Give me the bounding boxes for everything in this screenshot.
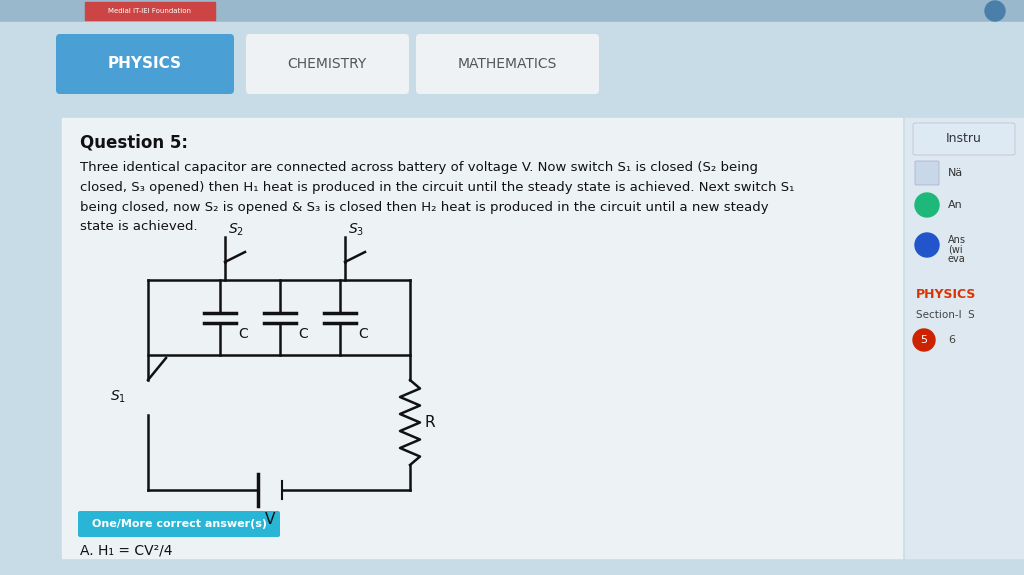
FancyBboxPatch shape xyxy=(246,34,409,94)
FancyBboxPatch shape xyxy=(913,123,1015,155)
Text: Instru: Instru xyxy=(946,132,982,145)
Text: Three identical capacitor are connected across battery of voltage V. Now switch : Three identical capacitor are connected … xyxy=(80,160,758,174)
Text: An: An xyxy=(948,200,963,210)
FancyBboxPatch shape xyxy=(56,34,234,94)
Text: CHEMISTRY: CHEMISTRY xyxy=(288,57,367,71)
Text: Ans: Ans xyxy=(948,235,966,245)
Bar xyxy=(62,118,902,558)
Text: closed, S₃ opened) then H₁ heat is produced in the circuit until the steady stat: closed, S₃ opened) then H₁ heat is produ… xyxy=(80,181,795,194)
Text: Nä: Nä xyxy=(948,168,964,178)
Text: PHYSICS: PHYSICS xyxy=(916,289,976,301)
Text: R: R xyxy=(425,415,435,430)
Text: C: C xyxy=(358,327,368,340)
Text: One/More correct answer(s): One/More correct answer(s) xyxy=(91,519,266,529)
FancyBboxPatch shape xyxy=(416,34,599,94)
Text: PHYSICS: PHYSICS xyxy=(108,56,182,71)
Text: C: C xyxy=(238,327,248,340)
Text: Medial IT-IEI Foundation: Medial IT-IEI Foundation xyxy=(109,8,191,14)
Text: being closed, now S₂ is opened & S₃ is closed then H₂ heat is produced in the ci: being closed, now S₂ is opened & S₃ is c… xyxy=(80,201,769,213)
Bar xyxy=(905,118,1024,558)
Text: MATHEMATICS: MATHEMATICS xyxy=(458,57,557,71)
Text: eva: eva xyxy=(948,254,966,264)
Text: Section-I  S: Section-I S xyxy=(916,310,975,320)
Text: Question 5:: Question 5: xyxy=(80,134,188,152)
Text: 5: 5 xyxy=(921,335,928,345)
FancyBboxPatch shape xyxy=(915,161,939,185)
Circle shape xyxy=(915,193,939,217)
Text: $S_3$: $S_3$ xyxy=(348,222,365,238)
Text: 6: 6 xyxy=(948,335,955,345)
FancyBboxPatch shape xyxy=(78,511,280,537)
Bar xyxy=(0,0,1024,22)
Circle shape xyxy=(915,233,939,257)
Bar xyxy=(0,22,1024,117)
Text: $S_1$: $S_1$ xyxy=(110,389,126,405)
Text: $S_2$: $S_2$ xyxy=(228,222,244,238)
Circle shape xyxy=(985,1,1005,21)
Circle shape xyxy=(913,329,935,351)
Text: V: V xyxy=(265,512,275,527)
Text: state is achieved.: state is achieved. xyxy=(80,220,198,233)
Text: (wi: (wi xyxy=(948,245,963,255)
Text: C: C xyxy=(298,327,308,340)
Bar xyxy=(85,2,215,20)
Text: A. H₁ = CV²/4: A. H₁ = CV²/4 xyxy=(80,544,172,558)
